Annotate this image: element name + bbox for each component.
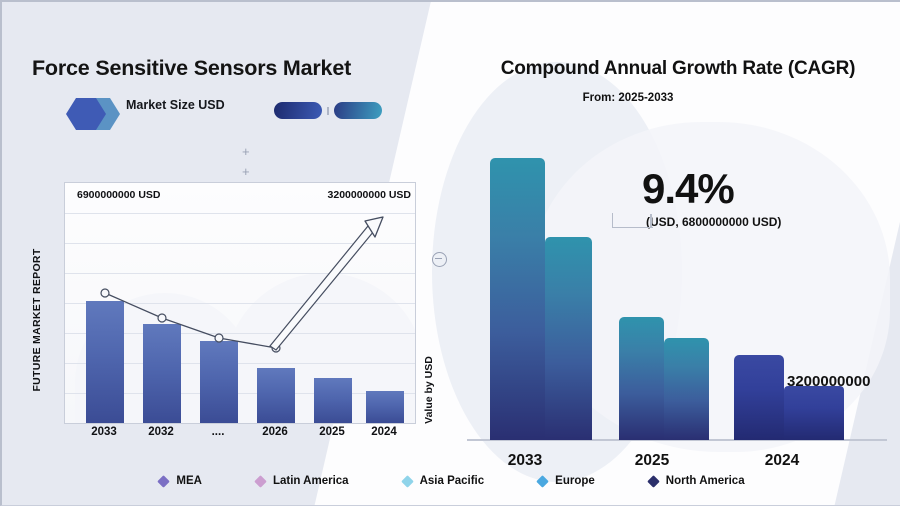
page-title: Force Sensitive Sensors Market [32, 56, 352, 80]
cagr-value: 9.4% [642, 165, 735, 212]
cagr-period: From: 2025-2033 [582, 92, 674, 104]
value-label-start: 6900000000 USD [77, 189, 161, 201]
left-bars-layer [65, 183, 415, 423]
bracket-decoration [612, 213, 653, 228]
rbar-2025-primary[interactable] [619, 317, 664, 440]
rx-label-2025: 2025 [634, 452, 670, 469]
value-label-end: 3200000000 USD [327, 189, 411, 201]
legend-label: North America [665, 475, 745, 487]
gridline [65, 333, 415, 334]
pill-secondary[interactable] [334, 102, 382, 119]
hexagon-icon [66, 94, 128, 134]
pill-separator [327, 106, 329, 115]
bar-2026[interactable] [257, 368, 295, 423]
gridline [65, 273, 415, 274]
gridline [65, 243, 415, 244]
bar-mid[interactable] [200, 341, 238, 423]
gridline [65, 393, 415, 394]
legend-marker-icon [400, 474, 414, 488]
axis-label-right: Value by USD [423, 356, 435, 424]
toggle-pill-group[interactable] [274, 102, 382, 119]
legend-label: MEA [176, 475, 202, 487]
legend-item-north-america[interactable]: North America [646, 474, 745, 488]
minus-circle-icon[interactable] [432, 252, 447, 267]
left-x-axis-labels: 2033 2032 .... 2026 2025 2024 [64, 426, 414, 446]
legend: MEA Latin America Asia Pacific Europe No… [2, 474, 900, 488]
x-label-2024: 2024 [371, 426, 397, 438]
plus-icon-add[interactable]: + [242, 164, 250, 179]
rbar-2033-primary[interactable] [490, 158, 545, 440]
legend-item-asia-pacific[interactable]: Asia Pacific [400, 474, 485, 488]
plus-icon-zoom-in[interactable]: + [242, 144, 250, 159]
cagr-title: Compound Annual Growth Rate (CAGR) [500, 58, 856, 79]
rbar-2024-primary[interactable] [734, 355, 784, 440]
bar-2032[interactable] [143, 324, 181, 423]
x-label-2025: 2025 [319, 426, 345, 438]
x-label-2026: 2026 [262, 426, 288, 438]
rbar-2024-secondary[interactable] [784, 386, 844, 440]
x-label-2033: 2033 [91, 426, 117, 438]
cagr-subtext: (USD, 6800000000 USD) [646, 215, 782, 229]
series-label: Market Size USD [126, 98, 225, 112]
rbar-2033-secondary[interactable] [545, 237, 592, 440]
legend-item-mea[interactable]: MEA [157, 474, 202, 488]
legend-marker-icon [254, 474, 267, 488]
left-chart-plot: 6900000000 USD 3200000000 USD [64, 182, 416, 424]
legend-marker-icon [157, 474, 171, 488]
legend-marker-icon [536, 474, 550, 488]
gridline [65, 213, 415, 214]
axis-label-left: FUTURE MARKET REPORT [31, 248, 43, 392]
legend-item-europe[interactable]: Europe [536, 474, 595, 488]
legend-label: Asia Pacific [419, 475, 485, 487]
right-chart-baseline [467, 439, 887, 441]
rx-label-2033: 2033 [507, 452, 543, 469]
right-panel: Compound Annual Growth Rate (CAGR) From:… [457, 2, 900, 505]
bracket-decoration-tick [650, 214, 652, 228]
legend-label: Europe [555, 475, 595, 487]
trend-line-overlay [100, 216, 384, 353]
gridline [65, 303, 415, 304]
left-panel: Force Sensitive Sensors Market Market Si… [2, 2, 457, 505]
bar-2033[interactable] [86, 301, 124, 423]
legend-label: Latin America [272, 475, 349, 487]
legend-marker-icon [646, 474, 660, 488]
bar-2025[interactable] [314, 378, 352, 423]
x-label-2032: 2032 [148, 426, 174, 438]
pill-primary[interactable] [274, 102, 322, 119]
rbar-2025-secondary[interactable] [664, 338, 709, 440]
bar-2024[interactable] [366, 391, 404, 423]
right-value-label: 3200000000 [787, 373, 871, 390]
rx-label-2024: 2024 [764, 452, 800, 469]
gridline [65, 363, 415, 364]
legend-item-latin-america[interactable]: Latin America [254, 474, 349, 488]
x-label-mid: .... [211, 426, 225, 438]
